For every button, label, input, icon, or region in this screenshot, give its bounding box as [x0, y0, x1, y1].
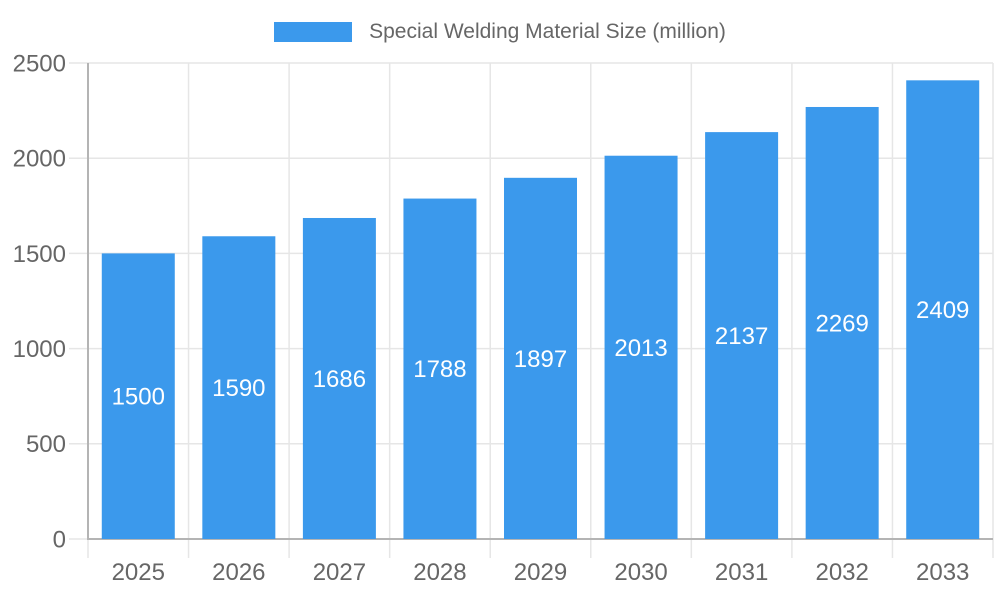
bar-2031[interactable] [705, 132, 779, 539]
bar-2029[interactable] [504, 177, 577, 539]
bar-2033[interactable] [906, 80, 980, 539]
bar-2025[interactable] [101, 253, 175, 539]
x-axis-tick-label: 2027 [313, 559, 366, 586]
legend[interactable]: Special Welding Material Size (million) [0, 21, 1000, 42]
bar-value-label: 2013 [614, 335, 667, 362]
bar-value-label: 1590 [212, 375, 265, 402]
bar-value-label: 2269 [815, 310, 868, 337]
x-axis-tick-label: 2030 [614, 559, 667, 586]
bar-2028[interactable] [403, 198, 477, 539]
y-axis-tick-label: 1500 [13, 241, 66, 268]
bar-2026[interactable] [202, 236, 276, 539]
bar-2032[interactable] [805, 106, 879, 540]
legend-label: Special Welding Material Size (million) [369, 20, 726, 43]
y-axis-tick-label: 500 [26, 431, 66, 458]
x-axis-tick-label: 2032 [815, 559, 868, 586]
y-axis-tick-label: 1000 [13, 336, 66, 363]
y-axis-tick-label: 2500 [13, 50, 66, 77]
x-axis-tick-label: 2025 [112, 559, 165, 586]
y-axis-tick-label: 0 [53, 526, 66, 553]
bar-value-label: 1897 [514, 346, 567, 373]
bar-value-label: 1500 [112, 384, 165, 411]
x-axis-tick-label: 2029 [514, 559, 567, 586]
bar-value-label: 1686 [313, 366, 366, 393]
x-axis-tick-label: 2028 [413, 559, 466, 586]
x-axis-tick-label: 2026 [212, 559, 265, 586]
legend-swatch [274, 21, 353, 42]
bar-2027[interactable] [302, 217, 376, 539]
y-axis-tick-label: 2000 [13, 146, 66, 173]
x-axis-tick-label: 2033 [916, 559, 969, 586]
bar-value-label: 2137 [715, 323, 768, 350]
bar-2030[interactable] [604, 155, 678, 539]
x-axis-tick-label: 2031 [715, 559, 768, 586]
bar-value-label: 1788 [413, 356, 466, 383]
bar-value-label: 2409 [916, 297, 969, 324]
